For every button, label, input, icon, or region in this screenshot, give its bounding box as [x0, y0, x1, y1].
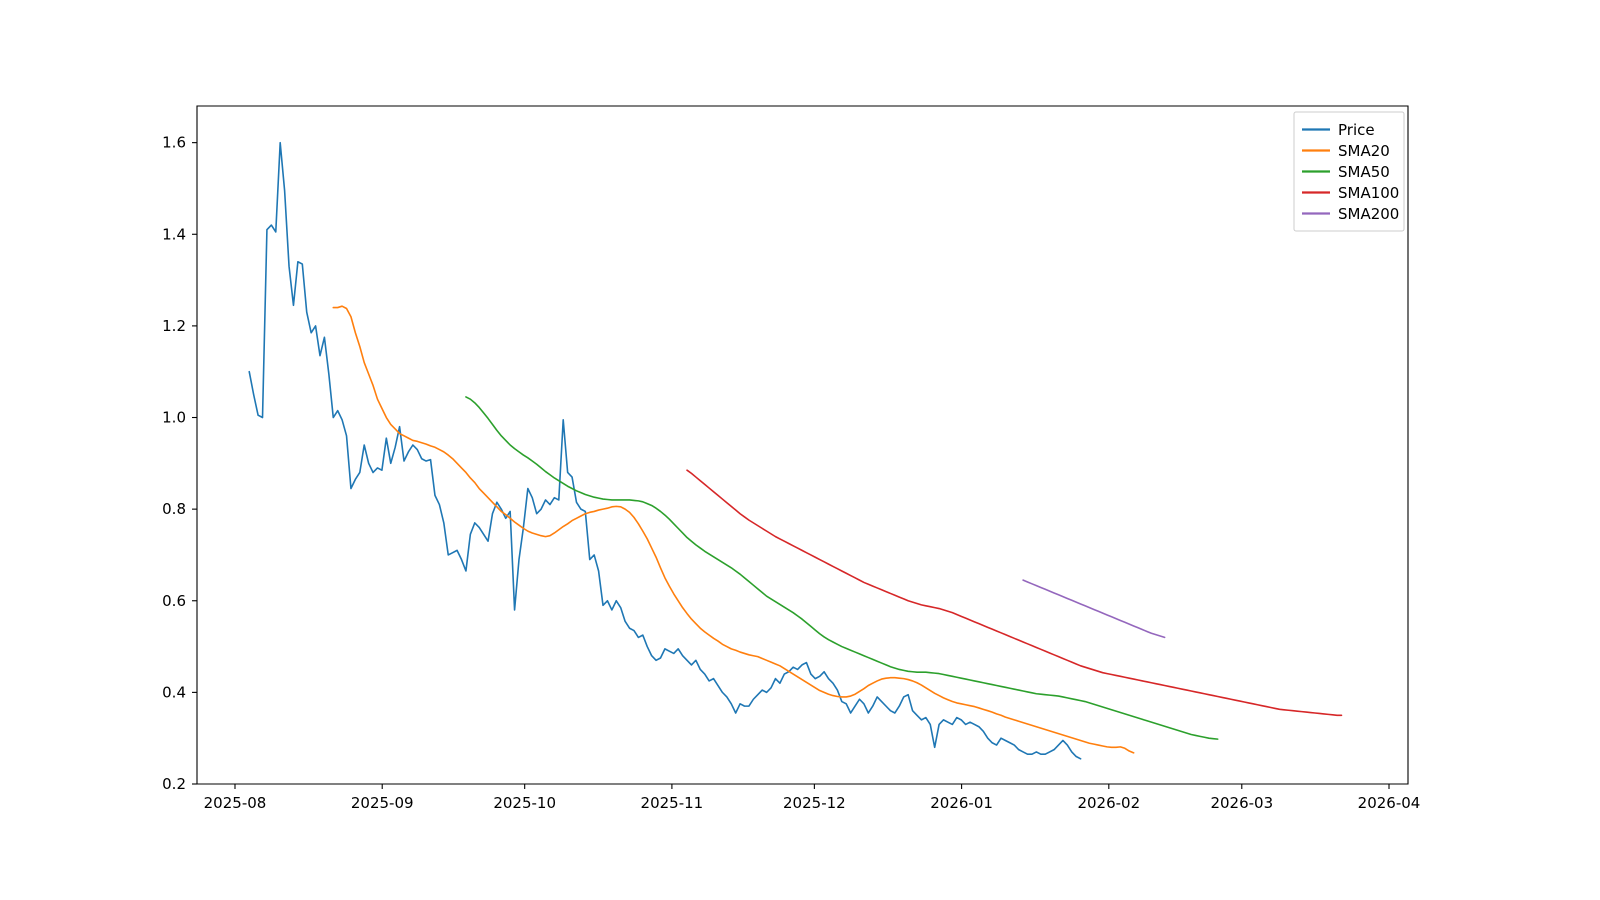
legend-label-sma50[interactable]: SMA50	[1338, 163, 1390, 181]
series-line-price	[248, 141, 1082, 760]
chart-legend[interactable]: Price SMA20 SMA50 SMA100 SMA200	[1293, 111, 1405, 232]
series-line-sma50	[465, 396, 1219, 740]
x-tick-label: 2026-02	[1077, 794, 1140, 812]
x-tick-label: 2026-03	[1210, 794, 1273, 812]
y-tick-label: 1.4	[162, 225, 186, 243]
legend-label-sma20[interactable]: SMA20	[1338, 142, 1390, 160]
x-tick-label: 2025-10	[493, 794, 556, 812]
data-series-group	[248, 141, 1343, 760]
y-tick-label: 0.8	[162, 500, 186, 518]
y-tick-label: 0.2	[162, 775, 186, 793]
x-axis-ticks: 2025-08 2025-09 2025-10 2025-11 2025-12 2026-…	[204, 784, 1421, 812]
plot-background	[197, 106, 1408, 784]
x-tick-label: 2025-11	[641, 794, 704, 812]
y-tick-label: 1.6	[162, 134, 186, 152]
y-tick-label: 0.4	[162, 683, 186, 701]
axes-spines	[196, 105, 1409, 785]
x-tick-label: 2025-09	[351, 794, 414, 812]
series-line-sma200	[1022, 579, 1166, 639]
y-tick-label: 1.0	[162, 409, 186, 427]
legend-label-price[interactable]: Price	[1338, 121, 1375, 139]
y-axis-ticks: 0.2 0.4 0.6 0.8 1.0 1.2 1.4 1.6	[162, 134, 197, 793]
legend-box	[1293, 111, 1405, 232]
y-tick-label: 0.6	[162, 592, 186, 610]
series-line-sma100	[686, 469, 1343, 717]
series-line-sma20	[332, 305, 1135, 754]
legend-label-sma100[interactable]: SMA100	[1338, 184, 1399, 202]
x-tick-label: 2025-12	[783, 794, 846, 812]
y-tick-label: 1.2	[162, 317, 186, 335]
x-tick-label: 2026-01	[930, 794, 993, 812]
x-tick-label: 2025-08	[204, 794, 267, 812]
x-tick-label: 2026-04	[1358, 794, 1421, 812]
legend-label-sma200[interactable]: SMA200	[1338, 205, 1399, 223]
